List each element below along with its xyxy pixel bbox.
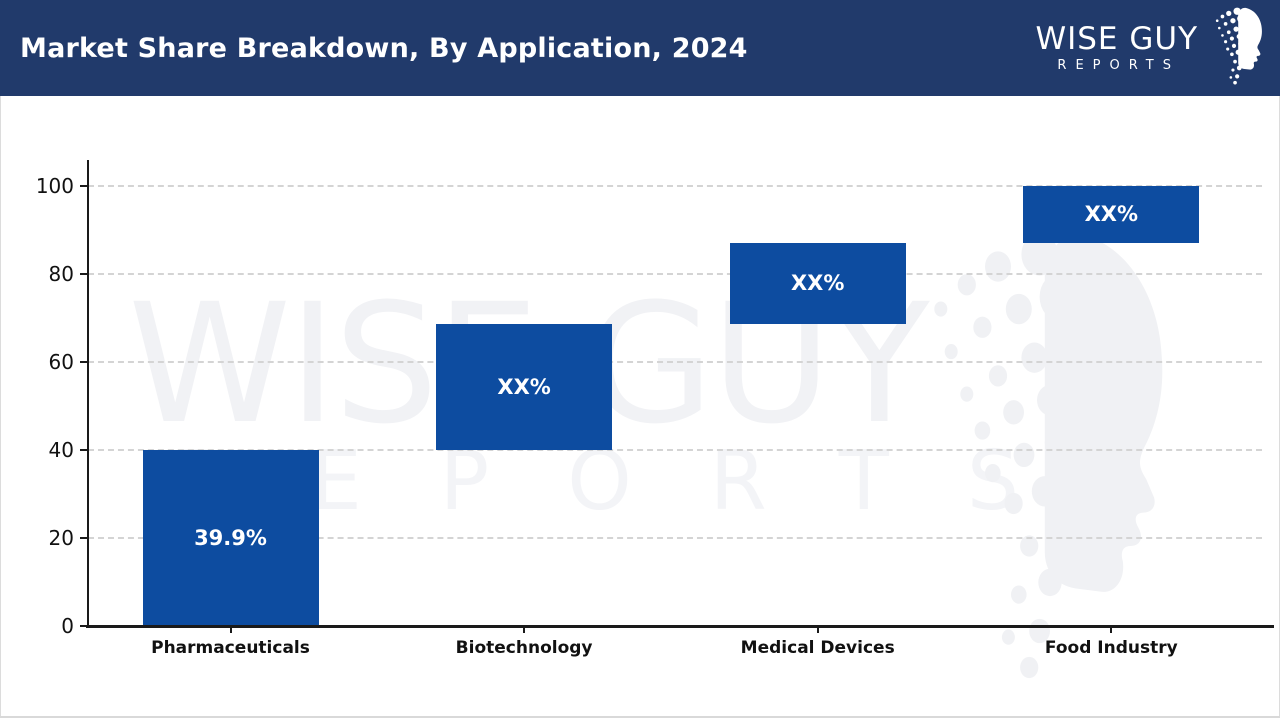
bar-value-label: XX% <box>497 375 551 400</box>
bar-medical-devices: XX% <box>729 242 906 325</box>
y-tick-label-60: 60 <box>48 350 74 374</box>
y-tick-20 <box>80 537 88 539</box>
logo-wordmark: WISE GUY <box>1035 21 1198 58</box>
y-tick-40 <box>80 449 88 451</box>
gridline-y-40 <box>88 449 1262 451</box>
logo-text: WISE GUY REPORTS <box>1035 23 1198 73</box>
chart-title: Market Share Breakdown, By Application, … <box>20 32 748 64</box>
logo-subtitle: REPORTS <box>1057 57 1181 73</box>
frame-left-border <box>0 96 1 718</box>
y-axis-line <box>87 160 89 628</box>
category-label-0: Pharmaceuticals <box>151 638 310 658</box>
bar-value-label: XX% <box>1084 202 1139 227</box>
y-tick-80 <box>80 273 88 275</box>
bar-food-industry: XX% <box>1023 186 1200 243</box>
category-label-3: Food Industry <box>1044 638 1178 658</box>
wise-guy-reports-logo: WISE GUY REPORTS <box>1035 6 1266 90</box>
x-tick-2 <box>816 627 819 633</box>
y-tick-label-20: 20 <box>48 526 74 550</box>
y-tick-label-80: 80 <box>48 262 74 286</box>
y-tick-60 <box>80 361 88 363</box>
x-tick-0 <box>229 627 232 633</box>
category-label-1: Biotechnology <box>455 638 593 658</box>
bar-value-label: XX% <box>790 271 845 296</box>
gridline-y-80 <box>88 273 1262 275</box>
header-bar: Market Share Breakdown, By Application, … <box>0 0 1280 96</box>
bar-biotechnology: XX% <box>436 324 613 451</box>
y-tick-label-40: 40 <box>48 438 74 462</box>
category-label-2: Medical Devices <box>740 638 895 658</box>
gridline-y-20 <box>88 537 1262 539</box>
y-tick-0 <box>80 625 88 627</box>
y-tick-label-100: 100 <box>35 174 74 198</box>
gridline-y-60 <box>88 361 1262 363</box>
x-axis-line <box>86 625 1274 628</box>
bar-value-label: 39.9% <box>194 526 267 551</box>
x-tick-3 <box>1110 627 1113 633</box>
frame-bottom-border <box>0 716 1280 718</box>
bar-pharmaceuticals: 39.9% <box>142 450 319 626</box>
x-tick-1 <box>523 627 526 633</box>
y-tick-label-0: 0 <box>61 614 74 638</box>
y-tick-100 <box>80 185 88 187</box>
gridline-y-100 <box>88 185 1262 187</box>
logo-face-icon <box>1215 7 1262 85</box>
